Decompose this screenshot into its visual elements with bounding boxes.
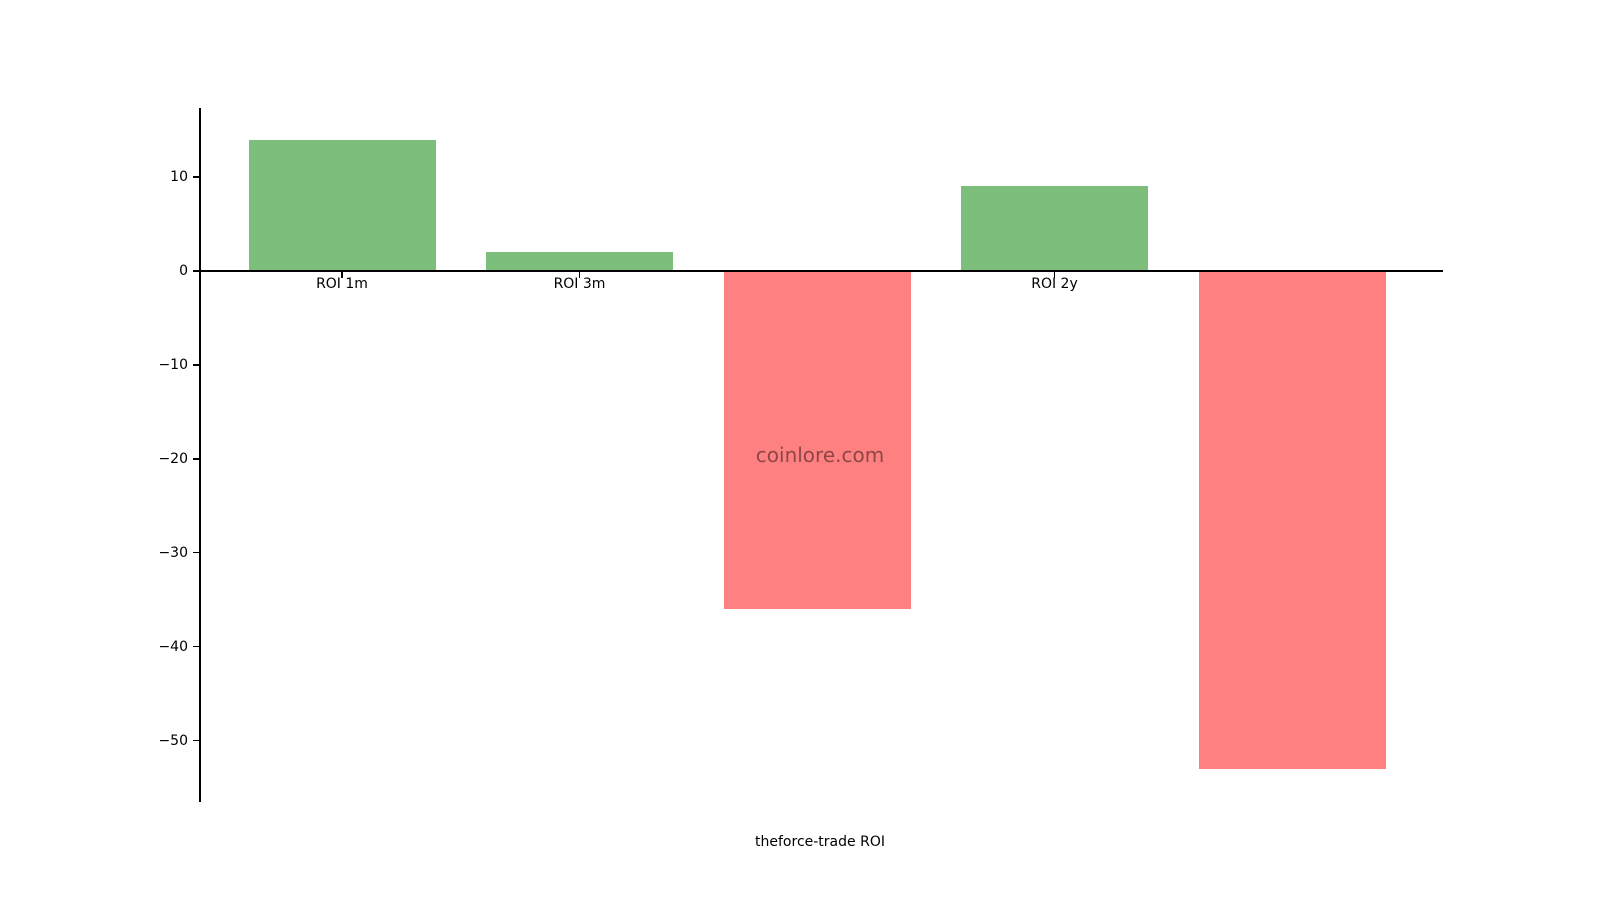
x-tick — [341, 271, 343, 278]
x-tick-label: ROI 1m — [316, 276, 368, 292]
y-tick — [193, 458, 200, 460]
bar-3 — [723, 271, 911, 610]
y-tick-label: −10 — [158, 356, 188, 373]
x-tick-label: ROI 2y — [1031, 276, 1078, 292]
y-axis-spine — [199, 108, 201, 802]
x-axis-title: theforce-trade ROI — [755, 834, 885, 850]
x-tick — [1053, 271, 1056, 278]
y-tick — [193, 739, 200, 742]
bar-4 — [961, 186, 1148, 271]
y-tick — [193, 176, 200, 178]
y-tick — [193, 645, 200, 648]
y-tick — [193, 364, 200, 366]
y-tick-label: −20 — [158, 450, 188, 467]
bar-5 — [1198, 271, 1386, 769]
y-tick-label: 0 — [179, 263, 188, 279]
y-tick-label: −50 — [158, 732, 188, 749]
y-tick-label: 10 — [170, 169, 188, 186]
x-tick — [578, 271, 581, 278]
bar-1 — [248, 139, 436, 271]
y-tick-label: −30 — [158, 544, 188, 561]
y-tick — [193, 551, 200, 554]
watermark-text: coinlore.com — [755, 443, 885, 467]
x-axis-zero-line — [200, 270, 1443, 272]
bar-2 — [486, 252, 673, 271]
x-tick-label: ROI 3m — [553, 276, 606, 292]
y-tick-label: −40 — [158, 638, 188, 655]
y-tick — [193, 270, 200, 272]
